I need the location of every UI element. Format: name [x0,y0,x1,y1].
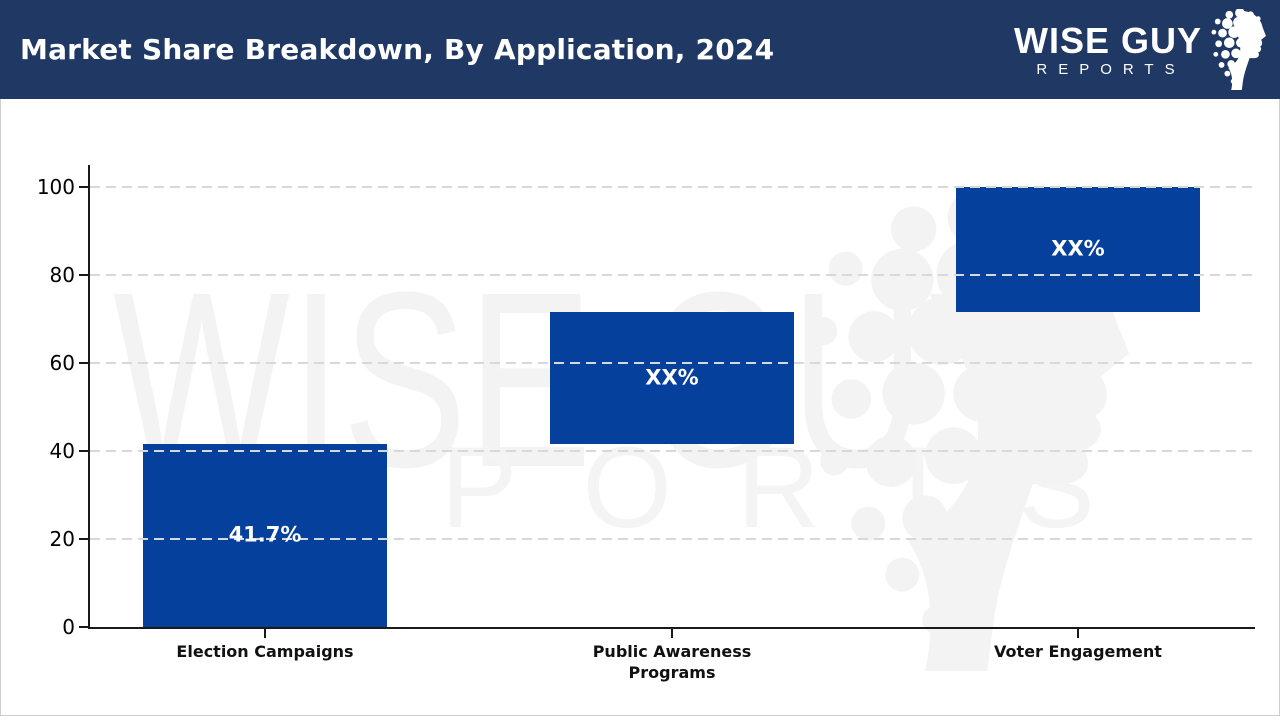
y-axis-line [88,165,90,629]
gridline [90,362,1254,364]
y-tick-mark [79,450,88,452]
x-axis-label: Voter Engagement [994,642,1162,661]
x-tick-mark [264,629,266,638]
y-tick-label: 80 [49,263,75,287]
bar-public-awareness-programs [550,311,794,444]
y-tick-mark [79,186,88,188]
y-tick-label: 0 [62,615,75,639]
gridline [90,450,1254,452]
bar-value-label: 41.7% [228,522,302,547]
bar-value-label: XX% [1051,236,1105,261]
x-axis-label: Election Campaigns [176,642,354,661]
wiseguy-logo: WISE GUY REPORTS [1014,9,1266,90]
bar-voter-engagement [956,187,1200,312]
y-tick-mark [79,626,88,628]
header: Market Share Breakdown, By Application, … [0,0,1280,99]
y-tick-label: 20 [49,527,75,551]
gridline [90,538,1254,540]
gridline [90,274,1254,276]
wiseguy-face-icon [1208,9,1266,90]
y-tick-mark [79,362,88,364]
x-axis-line [88,627,1255,629]
y-tick-label: 60 [49,351,75,375]
logo-text: WISE GUY REPORTS [1013,19,1202,78]
bar-value-label: XX% [645,365,699,390]
y-tick-label: 40 [49,439,75,463]
bar-election-campaigns [143,443,387,627]
y-tick-mark [79,274,88,276]
x-axis-label: Public Awareness Programs [592,642,752,682]
logo-subtitle: REPORTS [1036,60,1186,78]
gridline [90,186,1254,188]
logo-wordmark: WISE GUY [1013,19,1202,61]
chart-title: Market Share Breakdown, By Application, … [20,33,775,66]
y-tick-label: 100 [36,175,75,199]
x-tick-mark [1077,629,1079,638]
x-tick-mark [671,629,673,638]
y-tick-mark [79,538,88,540]
chart-area: WISE GUY REPORTS 0 20 40 60 80 100 41.7% Electi… [0,99,1280,716]
